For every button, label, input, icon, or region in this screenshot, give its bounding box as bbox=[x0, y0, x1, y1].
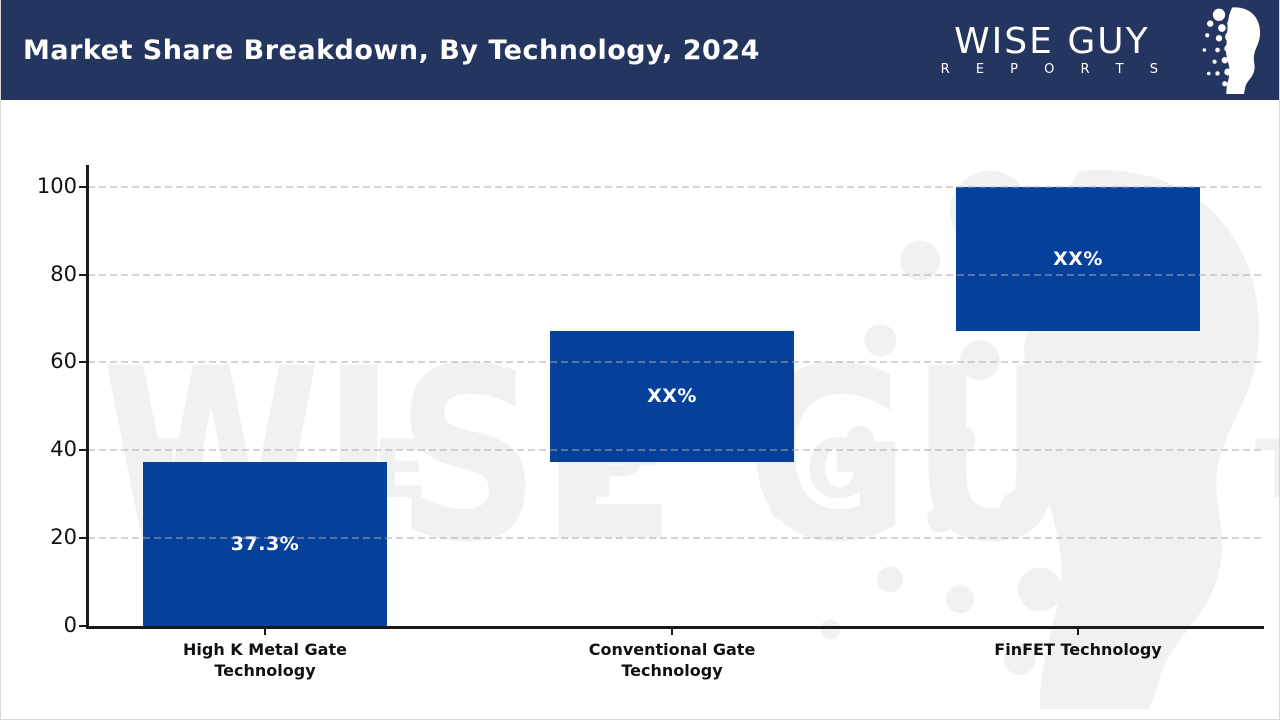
gridline-y60 bbox=[88, 361, 1264, 364]
logo-brand-name: WISE GUY bbox=[954, 20, 1150, 62]
chart-area: WISE GUY R E P O R T S 37.3%XX%XX% 02040… bbox=[1, 100, 1279, 719]
y-tick-mark bbox=[79, 625, 87, 627]
bar-2: XX% bbox=[550, 330, 794, 463]
y-tick-label: 80 bbox=[50, 261, 77, 286]
y-tick-label: 100 bbox=[36, 173, 77, 198]
y-tick-label: 60 bbox=[50, 349, 77, 374]
wiseguy-logo-text: WISE GUY R E P O R T S bbox=[935, 20, 1169, 77]
y-tick-label: 40 bbox=[50, 437, 77, 462]
y-tick-mark bbox=[79, 361, 87, 364]
x-tick-mark bbox=[264, 628, 266, 635]
y-tick-mark bbox=[79, 537, 87, 540]
x-category-label: High K Metal Gate Technology bbox=[183, 640, 347, 680]
x-category-label: FinFET Technology bbox=[994, 640, 1162, 659]
y-tick-label: 20 bbox=[50, 525, 77, 550]
x-tick-mark bbox=[671, 628, 673, 635]
x-tick-mark bbox=[1077, 628, 1079, 635]
bar-1: 37.3% bbox=[143, 462, 387, 626]
y-axis-spine bbox=[86, 165, 89, 628]
gridline-y20 bbox=[88, 537, 1264, 540]
wiseguy-face-icon bbox=[1202, 7, 1261, 94]
x-category-label: Conventional Gate Technology bbox=[588, 640, 756, 680]
header-banner: Market Share Breakdown, By Technology, 2… bbox=[1, 0, 1279, 100]
bar-value-label: XX% bbox=[647, 385, 697, 408]
y-tick-label: 0 bbox=[63, 613, 77, 637]
chart-title: Market Share Breakdown, By Technology, 2… bbox=[23, 34, 760, 66]
bar-value-label: XX% bbox=[1053, 247, 1103, 270]
y-tick-mark bbox=[79, 273, 87, 276]
wiseguy-logo: WISE GUY R E P O R T S bbox=[935, 0, 1265, 100]
y-tick-mark bbox=[79, 449, 87, 452]
bar-3: XX% bbox=[956, 186, 1200, 331]
gridline-y40 bbox=[88, 449, 1264, 452]
gridline-y80 bbox=[88, 273, 1264, 276]
x-axis-spine bbox=[86, 626, 1264, 629]
y-tick-mark bbox=[79, 185, 87, 188]
logo-brand-subtitle: R E P O R T S bbox=[940, 61, 1169, 77]
gridline-y100 bbox=[88, 185, 1264, 188]
